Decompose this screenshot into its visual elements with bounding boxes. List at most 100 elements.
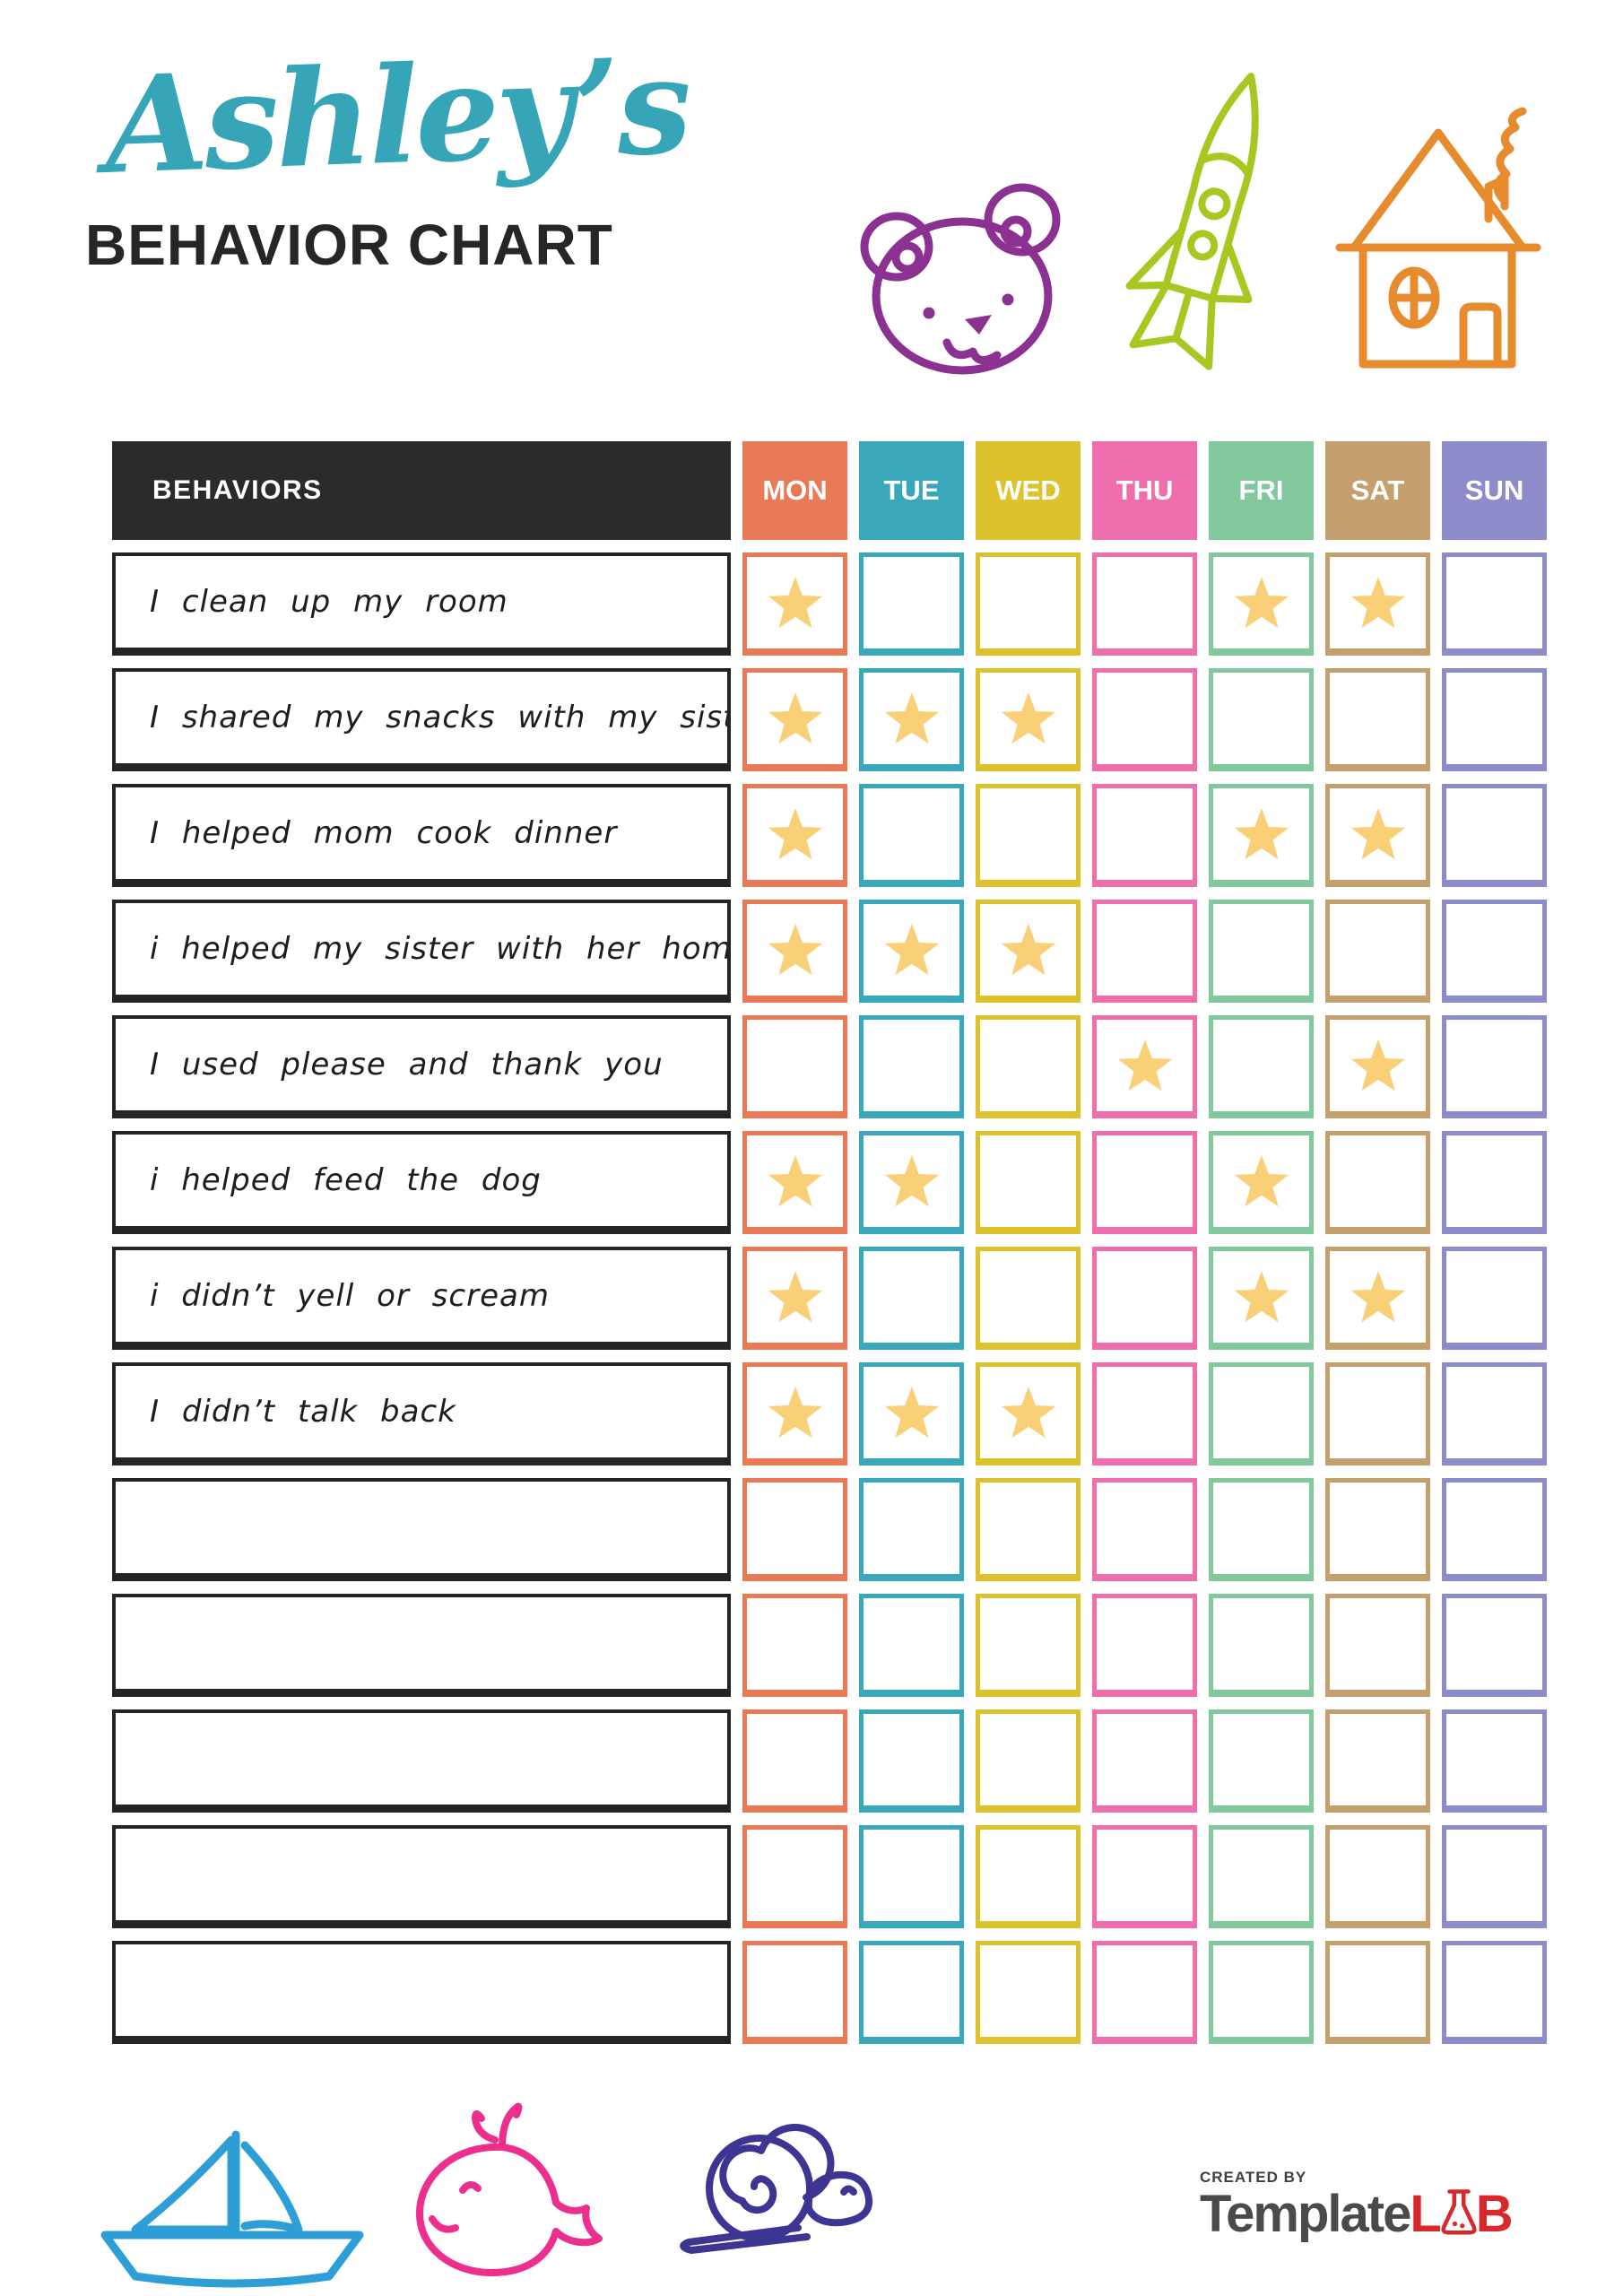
day-cell-tue-row-13[interactable] [859, 1941, 964, 2044]
day-cell-sun-row-12[interactable] [1442, 1825, 1547, 1928]
day-cell-thu-row-7[interactable] [1092, 1247, 1197, 1350]
day-cell-thu-row-2[interactable] [1092, 668, 1197, 771]
day-cell-tue-row-1[interactable] [859, 552, 964, 656]
day-cell-sat-row-2[interactable] [1325, 668, 1430, 771]
day-cell-sun-row-3[interactable] [1442, 784, 1547, 887]
day-cell-thu-row-5[interactable] [1092, 1015, 1197, 1118]
star-icon [884, 1386, 939, 1439]
day-cell-fri-row-13[interactable] [1209, 1941, 1314, 2044]
day-cell-mon-row-8[interactable] [742, 1362, 847, 1465]
day-cell-mon-row-1[interactable] [742, 552, 847, 656]
day-cell-sat-row-3[interactable] [1325, 784, 1430, 887]
day-cell-sun-row-13[interactable] [1442, 1941, 1547, 2044]
day-cell-mon-row-3[interactable] [742, 784, 847, 887]
day-cell-tue-row-5[interactable] [859, 1015, 964, 1118]
day-cell-sat-row-7[interactable] [1325, 1247, 1430, 1350]
day-cell-sun-row-2[interactable] [1442, 668, 1547, 771]
day-cell-sun-row-7[interactable] [1442, 1247, 1547, 1350]
day-cell-tue-row-8[interactable] [859, 1362, 964, 1465]
day-cell-wed-row-3[interactable] [976, 784, 1081, 887]
day-cell-wed-row-5[interactable] [976, 1015, 1081, 1118]
day-cell-thu-row-4[interactable] [1092, 900, 1197, 1003]
day-cell-fri-row-2[interactable] [1209, 668, 1314, 771]
day-cell-mon-row-4[interactable] [742, 900, 847, 1003]
brand-accent-l: L [1410, 2185, 1441, 2243]
day-cell-thu-row-1[interactable] [1092, 552, 1197, 656]
day-cell-thu-row-12[interactable] [1092, 1825, 1197, 1928]
day-cell-sun-row-10[interactable] [1442, 1594, 1547, 1697]
day-cell-fri-row-5[interactable] [1209, 1015, 1314, 1118]
day-cell-wed-row-1[interactable] [976, 552, 1081, 656]
day-cell-thu-row-3[interactable] [1092, 784, 1197, 887]
day-cell-tue-row-3[interactable] [859, 784, 964, 887]
day-cell-fri-row-12[interactable] [1209, 1825, 1314, 1928]
day-cell-fri-row-10[interactable] [1209, 1594, 1314, 1697]
day-cell-sun-row-9[interactable] [1442, 1478, 1547, 1581]
day-cell-mon-row-13[interactable] [742, 1941, 847, 2044]
day-cell-tue-row-12[interactable] [859, 1825, 964, 1928]
day-cell-sun-row-1[interactable] [1442, 552, 1547, 656]
day-cell-sat-row-11[interactable] [1325, 1709, 1430, 1813]
day-cell-tue-row-6[interactable] [859, 1131, 964, 1234]
day-cell-wed-row-4[interactable] [976, 900, 1081, 1003]
star-icon [1001, 1386, 1055, 1439]
day-cell-wed-row-7[interactable] [976, 1247, 1081, 1350]
day-cell-sat-row-10[interactable] [1325, 1594, 1430, 1697]
day-cell-mon-row-7[interactable] [742, 1247, 847, 1350]
day-cell-thu-row-9[interactable] [1092, 1478, 1197, 1581]
day-cell-sat-row-13[interactable] [1325, 1941, 1430, 2044]
day-cell-tue-row-2[interactable] [859, 668, 964, 771]
star-icon [1001, 923, 1055, 976]
day-cell-thu-row-10[interactable] [1092, 1594, 1197, 1697]
day-cell-sun-row-11[interactable] [1442, 1709, 1547, 1813]
day-cell-sun-row-8[interactable] [1442, 1362, 1547, 1465]
day-cell-mon-row-5[interactable] [742, 1015, 847, 1118]
day-cell-mon-row-11[interactable] [742, 1709, 847, 1813]
day-cell-sat-row-12[interactable] [1325, 1825, 1430, 1928]
day-cell-wed-row-6[interactable] [976, 1131, 1081, 1234]
day-cell-mon-row-12[interactable] [742, 1825, 847, 1928]
day-cell-fri-row-4[interactable] [1209, 900, 1314, 1003]
day-cell-sun-row-6[interactable] [1442, 1131, 1547, 1234]
day-cell-wed-row-11[interactable] [976, 1709, 1081, 1813]
day-cell-sat-row-6[interactable] [1325, 1131, 1430, 1234]
day-cell-fri-row-1[interactable] [1209, 552, 1314, 656]
day-cell-wed-row-8[interactable] [976, 1362, 1081, 1465]
day-cell-sat-row-9[interactable] [1325, 1478, 1430, 1581]
behavior-label-row-2: I shared my snacks with my sister [112, 668, 731, 771]
behavior-label-row-8: I didn’t talk back [112, 1362, 731, 1465]
star-icon [768, 1386, 822, 1439]
day-cell-fri-row-6[interactable] [1209, 1131, 1314, 1234]
day-cell-fri-row-8[interactable] [1209, 1362, 1314, 1465]
day-cell-fri-row-3[interactable] [1209, 784, 1314, 887]
day-cell-thu-row-11[interactable] [1092, 1709, 1197, 1813]
day-cell-tue-row-4[interactable] [859, 900, 964, 1003]
day-cell-wed-row-12[interactable] [976, 1825, 1081, 1928]
day-cell-sun-row-4[interactable] [1442, 900, 1547, 1003]
day-cell-mon-row-10[interactable] [742, 1594, 847, 1697]
day-cell-sat-row-4[interactable] [1325, 900, 1430, 1003]
behavior-label-row-7: i didn’t yell or scream [112, 1247, 731, 1350]
day-cell-tue-row-7[interactable] [859, 1247, 964, 1350]
day-cell-mon-row-6[interactable] [742, 1131, 847, 1234]
day-cell-sat-row-5[interactable] [1325, 1015, 1430, 1118]
day-cell-sun-row-5[interactable] [1442, 1015, 1547, 1118]
day-cell-fri-row-9[interactable] [1209, 1478, 1314, 1581]
day-cell-thu-row-6[interactable] [1092, 1131, 1197, 1234]
day-cell-wed-row-13[interactable] [976, 1941, 1081, 2044]
day-cell-sat-row-1[interactable] [1325, 552, 1430, 656]
day-cell-thu-row-13[interactable] [1092, 1941, 1197, 2044]
day-cell-mon-row-9[interactable] [742, 1478, 847, 1581]
day-cell-mon-row-2[interactable] [742, 668, 847, 771]
day-cell-fri-row-7[interactable] [1209, 1247, 1314, 1350]
day-cell-tue-row-11[interactable] [859, 1709, 964, 1813]
day-cell-wed-row-10[interactable] [976, 1594, 1081, 1697]
day-cell-wed-row-2[interactable] [976, 668, 1081, 771]
behavior-label-row-1: I clean up my room [112, 552, 731, 656]
day-cell-fri-row-11[interactable] [1209, 1709, 1314, 1813]
day-cell-wed-row-9[interactable] [976, 1478, 1081, 1581]
day-cell-thu-row-8[interactable] [1092, 1362, 1197, 1465]
day-cell-tue-row-10[interactable] [859, 1594, 964, 1697]
day-cell-sat-row-8[interactable] [1325, 1362, 1430, 1465]
day-cell-tue-row-9[interactable] [859, 1478, 964, 1581]
